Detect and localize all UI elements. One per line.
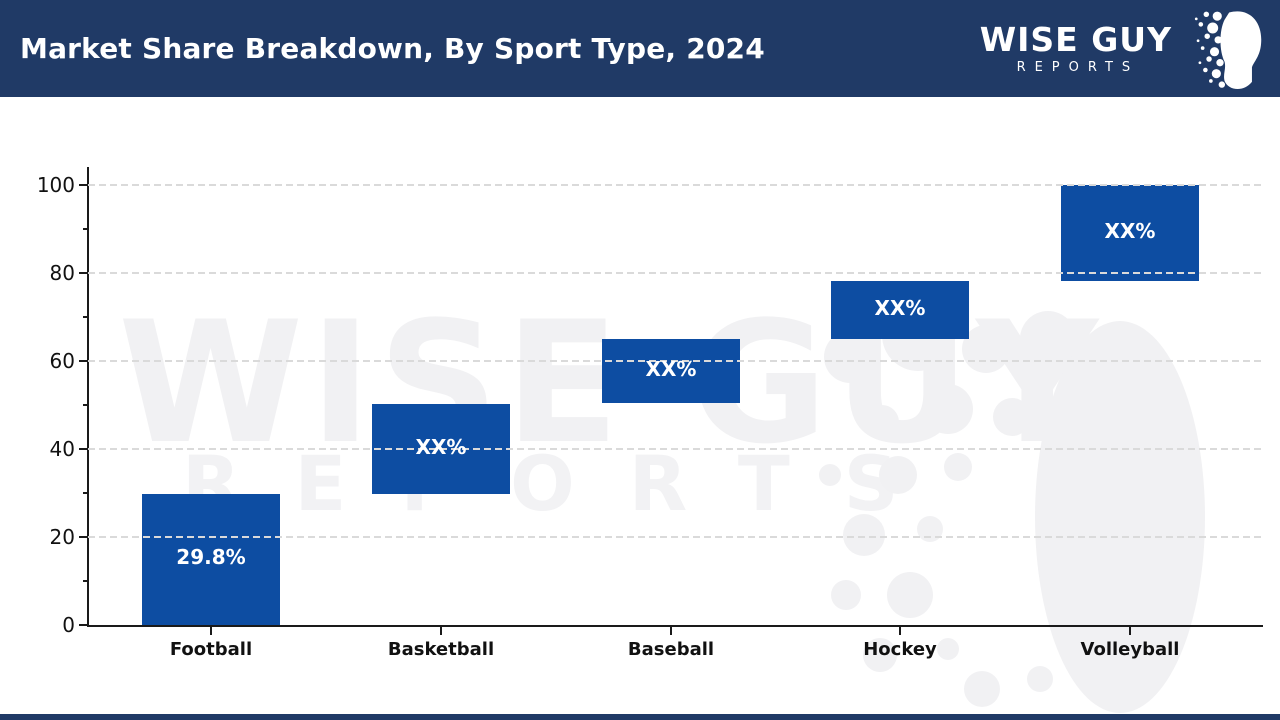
watermark-subtitle: REPORTS bbox=[182, 439, 953, 528]
wiseguy-logo: WISE GUY REPORTS bbox=[980, 7, 1266, 91]
bar-volleyball bbox=[1061, 185, 1199, 281]
gridline bbox=[88, 448, 1263, 450]
y-tick-mark bbox=[79, 448, 88, 450]
y-tick-mark bbox=[79, 184, 88, 186]
bar-value-label: XX% bbox=[1104, 218, 1156, 243]
x-category-label: Football bbox=[169, 639, 253, 660]
logo-subtitle: REPORTS bbox=[1016, 60, 1140, 75]
gridline bbox=[88, 536, 1263, 538]
y-minor-tick-mark bbox=[83, 580, 88, 582]
x-category-label: Basketball bbox=[387, 639, 495, 660]
x-tick-mark bbox=[899, 627, 901, 635]
bar-hockey bbox=[831, 280, 969, 339]
x-tick-mark bbox=[670, 627, 672, 635]
y-tick-label: 20 bbox=[49, 525, 75, 549]
bottom-brand-bar bbox=[0, 714, 1280, 720]
bar-value-label: 29.8% bbox=[176, 545, 246, 570]
y-tick-mark bbox=[79, 624, 88, 626]
gridline bbox=[88, 272, 1263, 274]
x-category-label: Baseball bbox=[627, 639, 715, 660]
logo-face-icon bbox=[1194, 10, 1262, 89]
y-tick-mark bbox=[79, 360, 88, 362]
bar-value-label: XX% bbox=[415, 434, 467, 459]
y-tick-label: 0 bbox=[62, 613, 75, 637]
x-category-label: Volleyball bbox=[1080, 639, 1180, 660]
bar-value-label: XX% bbox=[874, 295, 926, 320]
y-tick-label: 100 bbox=[36, 173, 75, 197]
x-tick-mark bbox=[1129, 627, 1131, 635]
y-minor-tick-mark bbox=[83, 316, 88, 318]
bar-baseball bbox=[602, 339, 740, 403]
y-axis-line bbox=[87, 167, 89, 627]
y-tick-mark bbox=[79, 272, 88, 274]
gridline bbox=[88, 360, 1263, 362]
x-category-label: Hockey bbox=[863, 639, 937, 660]
x-tick-mark bbox=[210, 627, 212, 635]
bar-value-label: XX% bbox=[645, 356, 697, 381]
x-tick-mark bbox=[440, 627, 442, 635]
y-minor-tick-mark bbox=[83, 404, 88, 406]
header: Market Share Breakdown, By Sport Type, 2… bbox=[0, 0, 1280, 97]
logo-wordmark: WISE GUY bbox=[979, 20, 1172, 59]
y-tick-label: 60 bbox=[49, 349, 75, 373]
logo-text: WISE GUY REPORTS bbox=[980, 23, 1172, 74]
watermark-face-icon bbox=[819, 299, 1205, 713]
y-tick-label: 80 bbox=[49, 261, 75, 285]
x-axis-line bbox=[87, 625, 1263, 627]
page-title: Market Share Breakdown, By Sport Type, 2… bbox=[20, 32, 765, 65]
y-minor-tick-mark bbox=[83, 492, 88, 494]
gridline bbox=[88, 184, 1263, 186]
y-minor-tick-mark bbox=[83, 228, 88, 230]
y-tick-label: 40 bbox=[49, 437, 75, 461]
y-tick-mark bbox=[79, 536, 88, 538]
bar-football bbox=[142, 493, 280, 625]
chart-area: WISE GUY REPORTS 0 20 40 60 80 100 29.8% Footba… bbox=[0, 97, 1280, 714]
